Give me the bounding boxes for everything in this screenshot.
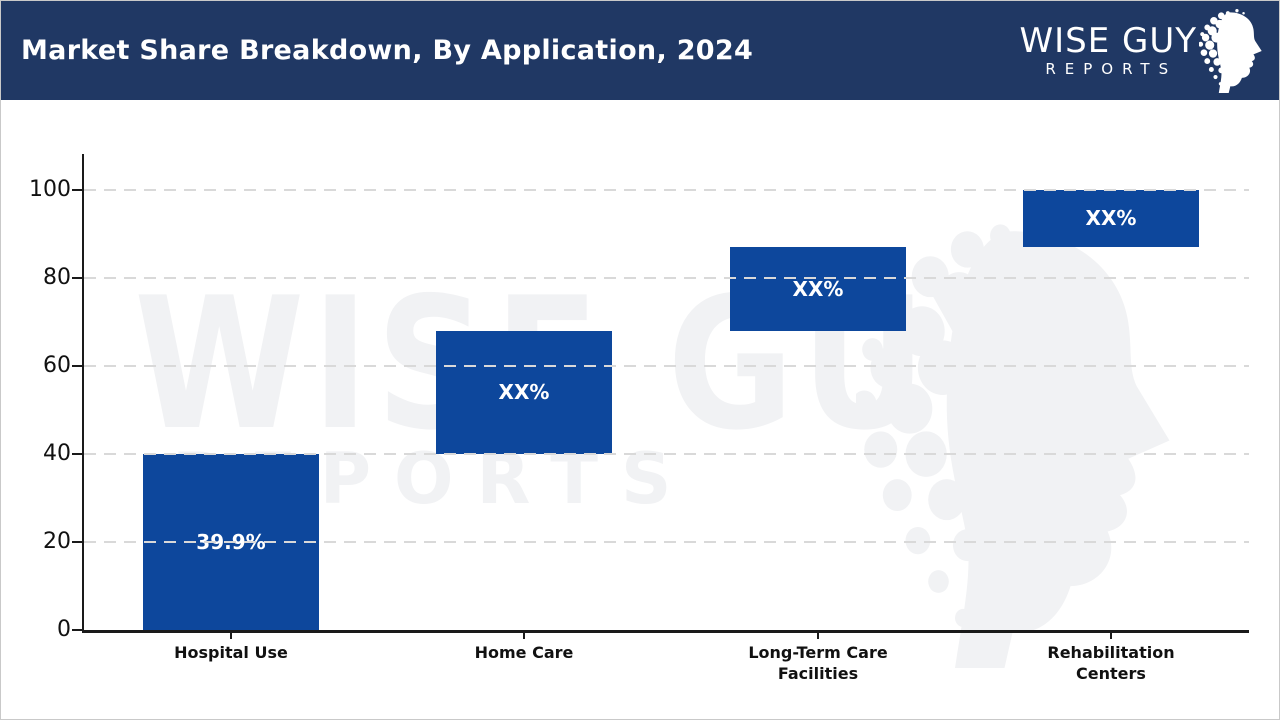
gridline-y-100 <box>84 188 1249 191</box>
bar-long-term-care-facilities: XX% <box>730 246 906 331</box>
bar-value-label: XX% <box>792 276 844 301</box>
brand-subtitle: REPORTS <box>1045 60 1178 78</box>
bar-rehabilitation-centers: XX% <box>1023 189 1199 247</box>
x-tick-label-line: Rehabilitation <box>1047 643 1175 662</box>
y-tick-label-60: 60 <box>43 352 71 378</box>
page-title: Market Share Breakdown, By Application, … <box>21 35 754 66</box>
gridline-y-40 <box>84 452 1249 455</box>
x-tick-home-care <box>523 632 525 639</box>
y-tick-60 <box>72 364 82 367</box>
bar-value-label: XX% <box>1085 206 1137 231</box>
x-tick-label-line: Long-Term Care <box>748 643 888 662</box>
x-tick-label-rehabilitation-centers: Rehabilitation Centers <box>991 642 1231 684</box>
gridline-y-60 <box>84 364 1249 367</box>
gridline-y-20 <box>84 540 1249 543</box>
x-tick-label-line: Facilities <box>777 664 859 683</box>
x-tick-long-term-care-facilities <box>817 632 819 639</box>
brand-text: WISE GUY REPORTS <box>1019 24 1197 77</box>
chart-area: WISE GUY REPORTS 02040608010039.9%XX%XX%… <box>1 100 1279 719</box>
y-tick-40 <box>72 452 82 455</box>
plot-area: 0 20 40 60 80 100 39.9% XX% XX% XX% Hospital Use Ho… <box>1 100 1279 719</box>
x-tick-label-long-term-care-facilities: Long-Term Care Facilities <box>698 642 938 684</box>
y-tick-label-80: 80 <box>43 264 71 290</box>
x-tick-hospital-use <box>230 632 232 639</box>
x-tick-label-line: Hospital Use <box>174 643 288 662</box>
x-axis-line <box>82 630 1249 633</box>
gridline-y-80 <box>84 276 1249 279</box>
x-tick-label-line: Centers <box>1076 664 1146 683</box>
bar-value-label: XX% <box>498 380 550 405</box>
bar-home-care: XX% <box>436 330 612 455</box>
y-tick-label-20: 20 <box>43 528 71 554</box>
header-bar: Market Share Breakdown, By Application, … <box>1 1 1279 100</box>
y-tick-20 <box>72 540 82 543</box>
y-axis-line <box>82 154 84 633</box>
wiseguy-head-icon <box>1199 8 1262 93</box>
y-tick-100 <box>72 188 82 191</box>
x-tick-label-hospital-use: Hospital Use <box>111 642 351 663</box>
watermark-head-icon <box>856 224 1170 668</box>
y-tick-80 <box>72 276 82 279</box>
x-tick-rehabilitation-centers <box>1110 632 1112 639</box>
y-tick-label-40: 40 <box>43 440 71 466</box>
x-tick-label-line: Home Care <box>474 643 574 662</box>
brand-logo: WISE GUY REPORTS <box>1019 8 1265 93</box>
y-tick-0 <box>72 629 82 631</box>
x-tick-label-home-care: Home Care <box>404 642 644 663</box>
y-tick-label-100: 100 <box>29 176 71 202</box>
y-tick-label-0: 0 <box>57 617 71 642</box>
brand-name: WISE GUY <box>1019 21 1197 61</box>
